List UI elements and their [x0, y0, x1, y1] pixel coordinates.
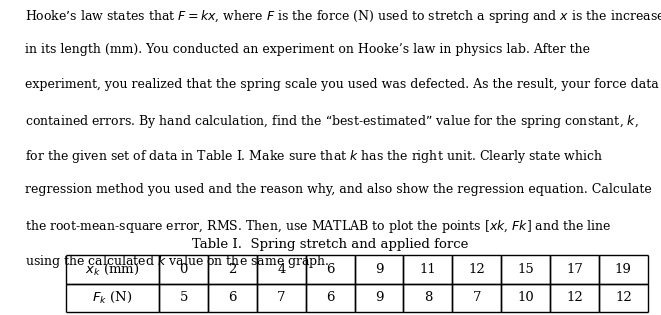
Text: 6: 6 [326, 291, 334, 304]
Text: Table I.  Spring stretch and applied force: Table I. Spring stretch and applied forc… [192, 238, 469, 251]
Text: 6: 6 [326, 263, 334, 276]
Text: 19: 19 [615, 263, 632, 276]
Text: 7: 7 [473, 291, 481, 304]
Text: 12: 12 [469, 263, 485, 276]
Text: experiment, you realized that the spring scale you used was defected. As the res: experiment, you realized that the spring… [25, 78, 659, 91]
Text: 12: 12 [615, 291, 632, 304]
Text: 10: 10 [518, 291, 534, 304]
Text: 2: 2 [228, 263, 237, 276]
Text: $F_k$ (N): $F_k$ (N) [93, 290, 133, 305]
Text: for the given set of data in Table I. Make sure that $k$ has the right unit. Cle: for the given set of data in Table I. Ma… [25, 148, 603, 165]
Text: 9: 9 [375, 263, 383, 276]
Text: contained errors. By hand calculation, find the “best-estimated” value for the s: contained errors. By hand calculation, f… [25, 113, 639, 130]
Text: 9: 9 [375, 291, 383, 304]
Text: 6: 6 [228, 291, 237, 304]
Text: 11: 11 [420, 263, 436, 276]
Text: $x_k$ (mm): $x_k$ (mm) [85, 262, 140, 277]
Text: in its length (mm). You conducted an experiment on Hooke’s law in physics lab. A: in its length (mm). You conducted an exp… [25, 43, 590, 56]
Text: 15: 15 [518, 263, 534, 276]
Text: 4: 4 [277, 263, 286, 276]
Text: the root-mean-square error, RMS. Then, use MATLAB to plot the points [$xk$, $Fk$: the root-mean-square error, RMS. Then, u… [25, 218, 612, 235]
Text: regression method you used and the reason why, and also show the regression equa: regression method you used and the reaso… [25, 183, 652, 196]
Text: 17: 17 [566, 263, 583, 276]
Text: Hooke’s law states that $F = kx$, where $F$ is the force (N) used to stretch a s: Hooke’s law states that $F = kx$, where … [25, 8, 661, 25]
Text: 0: 0 [179, 263, 188, 276]
Text: 12: 12 [566, 291, 583, 304]
Text: 5: 5 [179, 291, 188, 304]
Text: 8: 8 [424, 291, 432, 304]
Text: 7: 7 [277, 291, 286, 304]
Text: using the calculated $k$ value on the same graph.: using the calculated $k$ value on the sa… [25, 253, 330, 270]
